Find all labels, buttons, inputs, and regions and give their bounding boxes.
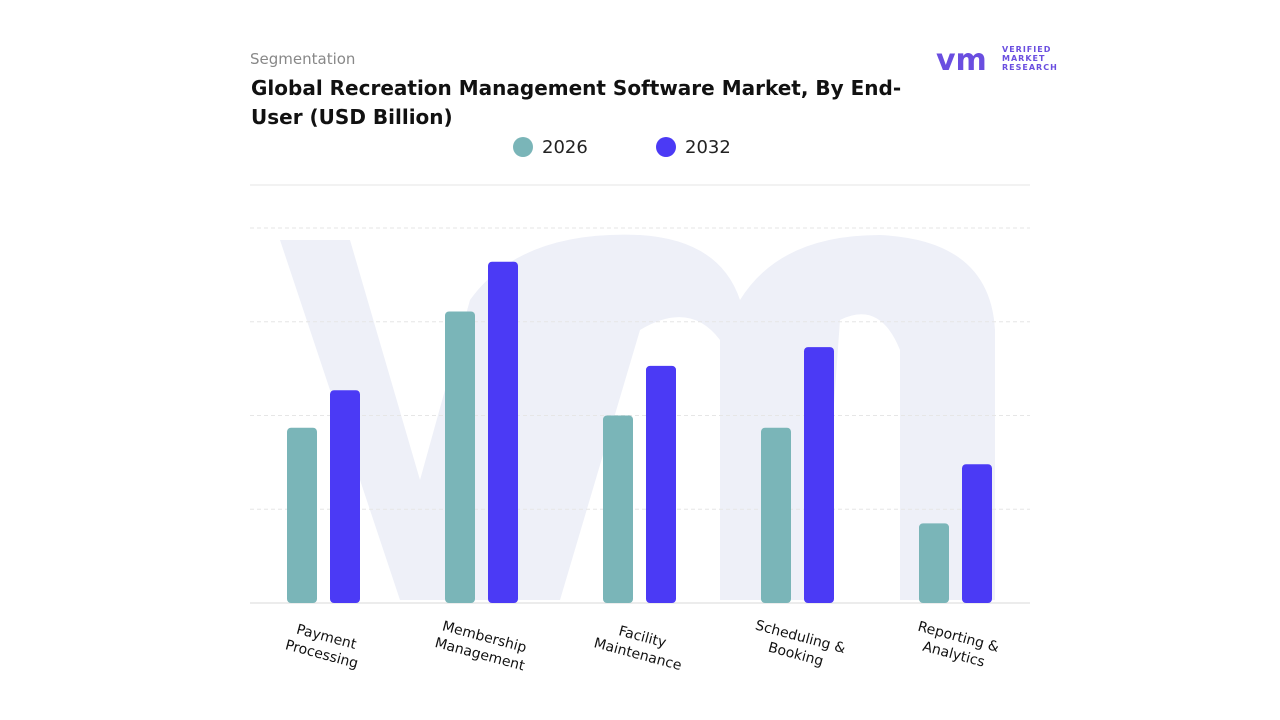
logo-mark: vm [936,43,987,78]
bar [445,311,475,603]
legend-swatch [656,137,676,157]
logo: VERIFIED MARKET RESEARCH [1002,45,1058,72]
watermark [280,234,995,600]
logo-text: RESEARCH [1002,63,1058,72]
bar [919,523,949,603]
legend-swatch [513,137,533,157]
logo-text: VERIFIED [1002,45,1052,54]
subtitle: Segmentation [250,50,356,68]
bar [330,390,360,603]
chart-title: Global Recreation Management Software Ma… [251,76,902,129]
bar [488,261,518,603]
bar [962,464,992,603]
bar [761,427,791,603]
logo-text: MARKET [1002,54,1046,63]
legend-label: 2026 [542,137,588,158]
bar [603,415,633,603]
bar [804,347,834,603]
legend-label: 2032 [685,137,731,158]
bar [646,365,676,603]
bar [287,427,317,603]
